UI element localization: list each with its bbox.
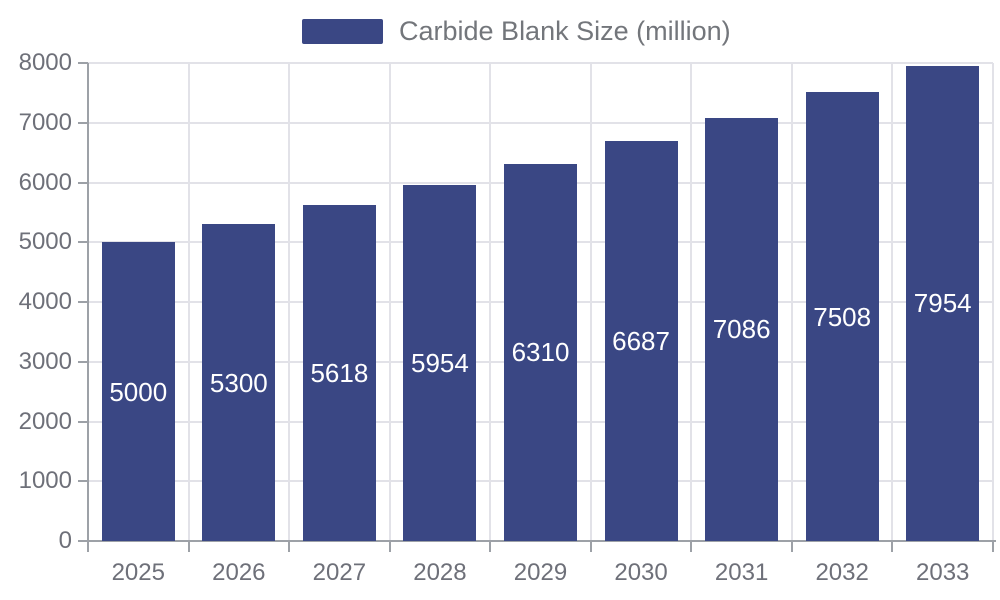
- v-gridline: [992, 63, 994, 541]
- x-tick-label: 2026: [212, 559, 266, 586]
- y-axis-tick: [78, 62, 88, 64]
- bar-value-label: 5300: [209, 367, 268, 398]
- x-axis-tick: [489, 541, 492, 552]
- x-tick-label: 2028: [413, 559, 467, 586]
- bar[interactable]: [101, 242, 175, 541]
- bar[interactable]: [805, 92, 879, 541]
- y-tick-label: 2000: [18, 407, 72, 435]
- x-axis-tick: [187, 541, 190, 552]
- x-axis-tick: [87, 541, 89, 552]
- bar[interactable]: [705, 117, 779, 541]
- x-axis-tick: [992, 541, 994, 552]
- bar[interactable]: [504, 163, 577, 541]
- bar-value-label: 5000: [109, 376, 168, 407]
- y-tick-label: 1000: [18, 467, 72, 495]
- h-gridline: [88, 62, 993, 64]
- v-gridline: [589, 63, 592, 541]
- bar-value-label: 7086: [712, 314, 771, 345]
- bar-value-label: 5954: [411, 348, 469, 379]
- legend[interactable]: Carbide Blank Size (million): [302, 14, 731, 48]
- y-tick-label: 7000: [18, 108, 72, 136]
- bar[interactable]: [202, 224, 276, 541]
- x-axis-tick: [388, 541, 391, 552]
- y-axis-tick: [78, 181, 88, 184]
- y-axis-tick: [78, 121, 88, 124]
- y-tick-label: 8000: [18, 49, 72, 76]
- x-tick-label: 2031: [714, 559, 769, 586]
- y-tick-label: 4000: [18, 288, 72, 315]
- v-gridline: [187, 63, 190, 541]
- bar-value-label: 5618: [310, 358, 369, 389]
- x-axis-tick: [790, 541, 793, 552]
- x-tick-label: 2025: [111, 559, 165, 586]
- bar[interactable]: [906, 65, 980, 541]
- y-tick-label: 5000: [18, 228, 72, 256]
- y-axis-tick: [78, 480, 88, 483]
- v-gridline: [288, 63, 291, 541]
- x-axis-tick: [690, 541, 693, 552]
- y-tick-label: 0: [58, 527, 72, 554]
- bar[interactable]: [604, 141, 678, 541]
- x-tick-label: 2029: [513, 559, 568, 586]
- bar[interactable]: [302, 205, 376, 541]
- y-axis-tick: [78, 420, 88, 423]
- x-tick-label: 2032: [815, 559, 869, 586]
- v-gridline: [388, 63, 391, 541]
- v-gridline: [790, 63, 793, 541]
- x-axis-tick: [589, 541, 592, 552]
- legend-label: Carbide Blank Size (million): [399, 16, 731, 46]
- legend-swatch-icon: [302, 18, 383, 44]
- y-axis-tick: [78, 301, 88, 303]
- y-tick-label: 3000: [18, 347, 72, 375]
- v-gridline: [690, 63, 693, 541]
- y-axis-tick: [78, 360, 88, 363]
- x-tick-label: 2030: [614, 559, 668, 586]
- v-gridline: [489, 63, 492, 541]
- v-gridline: [891, 63, 894, 541]
- x-tick-label: 2033: [916, 559, 970, 586]
- bar-value-label: 7508: [813, 301, 872, 332]
- y-axis-tick: [78, 241, 88, 244]
- h-gridline: [88, 121, 993, 124]
- x-tick-label: 2027: [312, 559, 367, 586]
- bar[interactable]: [403, 185, 477, 541]
- y-axis-tick: [78, 540, 88, 542]
- x-axis-tick: [891, 541, 894, 552]
- bar-value-label: 6687: [612, 326, 670, 357]
- x-axis-tick: [288, 541, 291, 552]
- y-tick-label: 6000: [18, 168, 72, 196]
- bar-value-label: 7954: [913, 288, 972, 319]
- x-axis-line: [87, 540, 996, 542]
- y-axis-line: [87, 63, 89, 541]
- bar-value-label: 6310: [511, 337, 570, 368]
